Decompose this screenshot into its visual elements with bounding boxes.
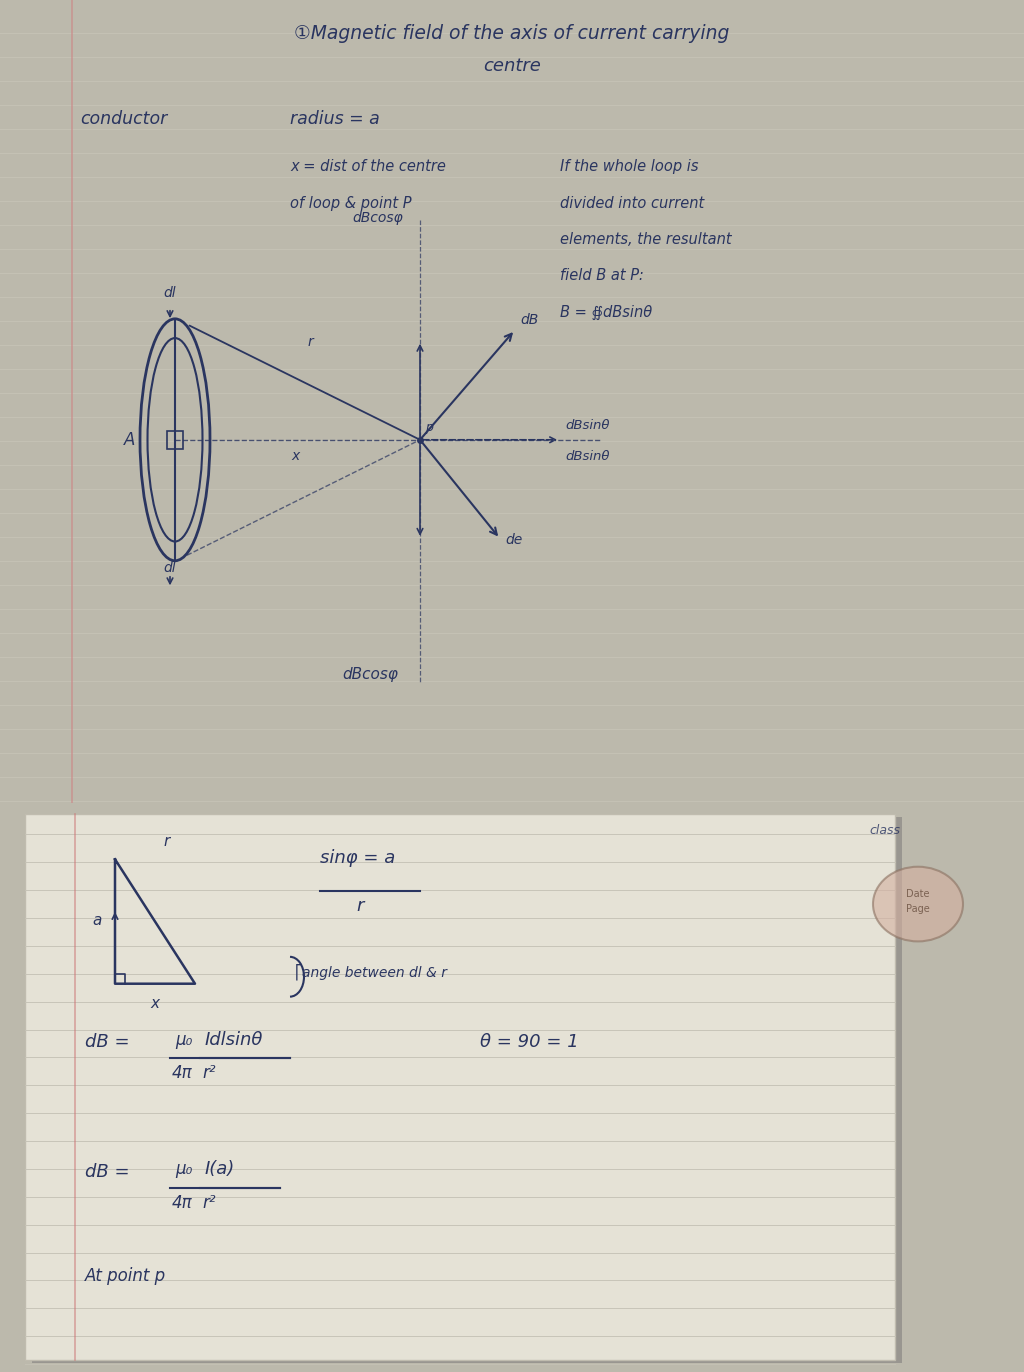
Text: de: de: [505, 534, 522, 547]
Text: ①Magnetic field of the axis of current carrying: ①Magnetic field of the axis of current c…: [294, 25, 730, 43]
Text: μ₀: μ₀: [175, 1030, 193, 1048]
Text: ⎡angle between dl & r: ⎡angle between dl & r: [295, 963, 447, 981]
Text: r²: r²: [202, 1194, 215, 1211]
Text: of loop & point P: of loop & point P: [290, 196, 412, 211]
Text: p: p: [425, 421, 433, 434]
FancyBboxPatch shape: [32, 818, 902, 1362]
Text: I(a): I(a): [205, 1159, 236, 1179]
Text: class: class: [869, 825, 900, 837]
Text: r²: r²: [202, 1065, 215, 1083]
Text: r: r: [356, 897, 364, 915]
Text: elements, the resultant: elements, the resultant: [560, 232, 731, 247]
Bar: [167, 431, 183, 449]
Text: θ = 90 = 1: θ = 90 = 1: [480, 1033, 579, 1051]
Text: dB =: dB =: [85, 1163, 130, 1181]
Text: sinφ = a: sinφ = a: [319, 849, 395, 867]
Text: dl: dl: [164, 285, 176, 300]
Text: Date: Date: [906, 889, 930, 899]
Text: At point p: At point p: [85, 1268, 166, 1286]
Text: radius = a: radius = a: [290, 110, 380, 128]
Text: x: x: [151, 996, 160, 1011]
Text: divided into current: divided into current: [560, 196, 705, 211]
Text: r: r: [164, 834, 170, 849]
Text: centre: centre: [483, 58, 541, 75]
Text: dBsinθ: dBsinθ: [565, 418, 609, 432]
FancyBboxPatch shape: [25, 815, 895, 1360]
Text: dBsinθ: dBsinθ: [565, 450, 609, 462]
Text: r: r: [307, 335, 313, 350]
Text: field B at P:: field B at P:: [560, 269, 644, 283]
Text: x = dist of the centre: x = dist of the centre: [290, 159, 445, 174]
Text: μ₀: μ₀: [175, 1159, 193, 1179]
Text: a: a: [92, 914, 101, 929]
Text: conductor: conductor: [80, 110, 167, 128]
Text: Page: Page: [906, 904, 930, 914]
Text: B = ∯dBsinθ: B = ∯dBsinθ: [560, 305, 652, 320]
Text: x: x: [291, 449, 299, 462]
Text: dB: dB: [520, 313, 539, 328]
Text: dBcosφ: dBcosφ: [342, 668, 398, 682]
Text: Idlsinθ: Idlsinθ: [205, 1030, 263, 1048]
Text: If the whole loop is: If the whole loop is: [560, 159, 698, 174]
Text: 4π: 4π: [172, 1194, 193, 1211]
Text: dBcosφ: dBcosφ: [352, 211, 403, 225]
Text: A: A: [124, 431, 136, 449]
Text: dB =: dB =: [85, 1033, 130, 1051]
Text: 4π: 4π: [172, 1065, 193, 1083]
Text: dl: dl: [164, 561, 176, 575]
Ellipse shape: [873, 867, 963, 941]
